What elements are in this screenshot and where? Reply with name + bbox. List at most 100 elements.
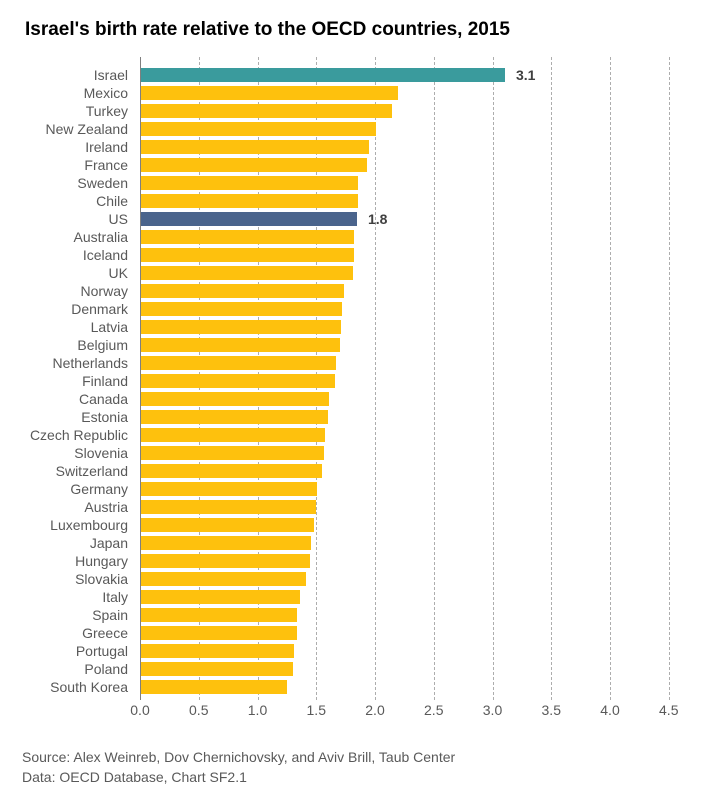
bar-sweden: [141, 176, 358, 190]
bar-estonia: [141, 410, 328, 424]
x-axis: 0.0 0.5 1.0 1.5 2.0 2.5 3.0 3.5 4.0 4.5: [0, 702, 705, 720]
category-label: Estonia: [81, 409, 128, 425]
bar-row: Italy: [0, 588, 705, 606]
footer: Source: Alex Weinreb, Dov Chernichovsky,…: [22, 747, 455, 787]
x-tick-label: 1.0: [247, 702, 268, 718]
gridline: [668, 57, 670, 700]
bar-south-korea: [141, 680, 287, 694]
bar-row: Slovakia: [0, 570, 705, 588]
bar-germany: [141, 482, 317, 496]
bar-spain: [141, 608, 297, 622]
bar-italy: [141, 590, 300, 604]
category-label: Czech Republic: [29, 427, 128, 443]
category-label: Switzerland: [55, 463, 128, 479]
bar-row: Slovenia: [0, 444, 705, 462]
bar-hungary: [141, 554, 310, 568]
category-label: Mexico: [83, 85, 128, 101]
bar-slovakia: [141, 572, 306, 586]
bar-us: [141, 212, 357, 226]
bar-row: Belgium: [0, 336, 705, 354]
category-label: South Korea: [50, 679, 128, 695]
category-label: Slovakia: [75, 571, 128, 587]
bar-row: Austria: [0, 498, 705, 516]
bar-row: Switzerland: [0, 462, 705, 480]
value-label: 3.1: [516, 67, 536, 83]
bar-row: Ireland: [0, 138, 705, 156]
bar-row: Hungary: [0, 552, 705, 570]
bar-israel: [141, 68, 505, 82]
bar-row: Turkey: [0, 102, 705, 120]
bar-netherlands: [141, 356, 336, 370]
category-label: Hungary: [75, 553, 128, 569]
x-tick-label: 2.5: [424, 702, 444, 718]
x-tick-label: 4.5: [659, 702, 679, 718]
x-tick-label: 2.0: [365, 702, 385, 718]
bar-row: Israel 3.1: [0, 66, 705, 84]
bar-row: Mexico: [0, 84, 705, 102]
category-label: Israel: [93, 67, 128, 83]
category-label: Japan: [89, 535, 128, 551]
bar-turkey: [141, 104, 392, 118]
bar-poland: [141, 662, 293, 676]
gridline: [375, 57, 376, 700]
bar-row: US 1.8: [0, 210, 705, 228]
category-label: US: [108, 211, 128, 227]
category-label: New Zealand: [45, 121, 129, 137]
x-tick-label: 0.5: [189, 702, 209, 718]
category-label: Norway: [80, 283, 128, 299]
category-label: Finland: [82, 373, 128, 389]
category-label: Luxembourg: [50, 517, 128, 533]
category-label: Germany: [70, 481, 128, 497]
gridline: [551, 57, 553, 700]
bars-container: Israel 3.1 Mexico Turkey New Zealand Ireland F…: [0, 57, 705, 700]
bar-chile: [141, 194, 358, 208]
bar-row: Australia: [0, 228, 705, 246]
bar-row: Spain: [0, 606, 705, 624]
bar-australia: [141, 230, 354, 244]
bar-row: Latvia: [0, 318, 705, 336]
bar-latvia: [141, 320, 341, 334]
category-label: Spain: [92, 607, 128, 623]
bar-row: South Korea: [0, 678, 705, 696]
category-label: Iceland: [82, 247, 128, 263]
bar-row: Czech Republic: [0, 426, 705, 444]
category-label: France: [84, 157, 128, 173]
category-label: Italy: [102, 589, 128, 605]
bar-luxembourg: [141, 518, 314, 532]
category-label: Ireland: [85, 139, 128, 155]
category-label: Australia: [73, 229, 128, 245]
bar-row: Norway: [0, 282, 705, 300]
category-label: UK: [108, 265, 128, 281]
bar-france: [141, 158, 367, 172]
x-tick-label: 0.0: [130, 702, 150, 718]
category-label: Austria: [84, 499, 128, 515]
bar-czech-republic: [141, 428, 325, 442]
bar-row: Portugal: [0, 642, 705, 660]
bar-row: France: [0, 156, 705, 174]
x-tick-label: 3.5: [541, 702, 561, 718]
source-line: Source: Alex Weinreb, Dov Chernichovsky,…: [22, 749, 456, 765]
category-label: Chile: [96, 193, 128, 209]
x-tick-label: 3.0: [482, 702, 503, 718]
category-label: Belgium: [77, 337, 128, 353]
bar-row: Netherlands: [0, 354, 705, 372]
bar-row: Sweden: [0, 174, 705, 192]
bar-uk: [141, 266, 353, 280]
y-axis-line: [140, 57, 141, 700]
data-source-line: Data: OECD Database, Chart SF2.1: [22, 769, 247, 785]
bar-row: Denmark: [0, 300, 705, 318]
plot-area: Israel 3.1 Mexico Turkey New Zealand Ireland F…: [0, 57, 705, 700]
bar-austria: [141, 500, 316, 514]
bar-portugal: [141, 644, 294, 658]
value-label: 1.8: [368, 211, 388, 227]
bar-japan: [141, 536, 311, 550]
category-label: Sweden: [77, 175, 128, 191]
bar-row: Germany: [0, 480, 705, 498]
bar-mexico: [141, 86, 398, 100]
category-label: Canada: [78, 391, 128, 407]
gridline: [610, 57, 611, 700]
bar-row: Greece: [0, 624, 705, 642]
category-label: Portugal: [75, 643, 128, 659]
category-label: Netherlands: [52, 355, 129, 371]
